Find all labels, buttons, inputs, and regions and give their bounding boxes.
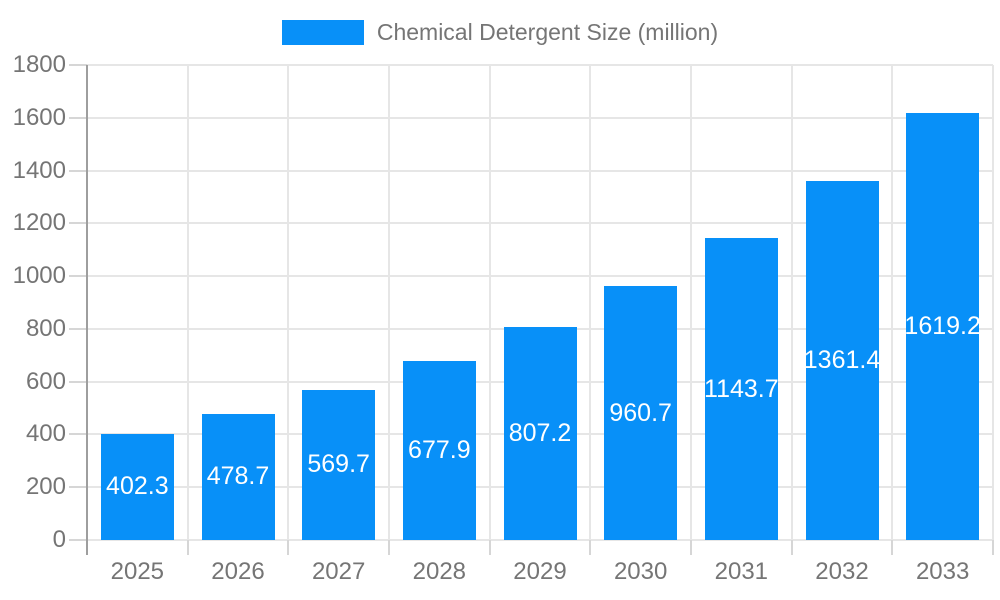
- bar[interactable]: 1143.7: [704, 238, 778, 540]
- bar-value-label: 1619.2: [906, 311, 980, 340]
- x-axis-label: 2025: [110, 558, 165, 585]
- bar[interactable]: 960.7: [604, 286, 678, 540]
- y-axis-tick: [69, 222, 87, 225]
- x-gridline: [690, 65, 692, 540]
- y-axis-label: 600: [25, 367, 66, 395]
- y-axis-label: 400: [25, 420, 66, 448]
- bar-value-label: 1143.7: [704, 374, 778, 403]
- x-axis-tick: [86, 540, 88, 555]
- y-axis-tick: [69, 275, 87, 278]
- x-axis-tick: [488, 540, 491, 555]
- x-axis-tick: [690, 540, 692, 555]
- y-axis-tick: [69, 169, 87, 172]
- y-gridline: [87, 539, 993, 541]
- legend-swatch-icon: [281, 20, 364, 45]
- legend: Chemical Detergent Size (million): [0, 19, 1000, 46]
- x-gridline: [488, 65, 491, 540]
- x-axis-tick: [388, 540, 390, 555]
- y-axis-tick: [69, 64, 87, 66]
- y-axis-tick: [69, 486, 87, 489]
- y-axis-tick: [69, 433, 87, 436]
- y-axis-label: 1000: [12, 262, 66, 290]
- bar[interactable]: 478.7: [201, 413, 275, 540]
- x-axis-tick: [287, 540, 290, 555]
- x-gridline: [992, 65, 994, 540]
- legend-label: Chemical Detergent Size (million): [376, 19, 719, 45]
- x-axis-label: 2027: [311, 558, 366, 585]
- bar[interactable]: 1619.2: [906, 112, 980, 540]
- x-axis-tick: [186, 540, 189, 555]
- x-gridline: [388, 65, 390, 540]
- y-axis-label: 1400: [12, 156, 66, 184]
- bar[interactable]: 1361.4: [805, 180, 879, 540]
- bar-value-label: 960.7: [609, 398, 672, 427]
- x-axis-label: 2028: [412, 558, 467, 585]
- y-gridline: [87, 222, 993, 225]
- y-axis-line: [86, 65, 88, 540]
- bar-value-label: 402.3: [106, 472, 169, 501]
- x-gridline: [589, 65, 592, 540]
- x-gridline: [186, 65, 189, 540]
- y-axis-label: 800: [25, 314, 66, 342]
- x-axis-tick: [589, 540, 592, 555]
- y-axis-label: 200: [25, 473, 66, 501]
- y-axis-label: 0: [52, 526, 66, 553]
- x-axis-label: 2030: [613, 558, 668, 585]
- y-axis-tick: [69, 539, 87, 541]
- y-axis-tick: [69, 327, 87, 330]
- y-gridline: [87, 169, 993, 172]
- y-gridline: [87, 64, 993, 66]
- x-gridline: [790, 65, 793, 540]
- y-axis-label: 1600: [12, 103, 66, 131]
- bar[interactable]: 677.9: [402, 361, 476, 540]
- x-axis-label: 2033: [915, 558, 970, 585]
- y-gridline: [87, 275, 993, 278]
- x-axis-tick: [992, 540, 994, 555]
- y-axis-tick: [69, 116, 87, 119]
- bar-value-label: 569.7: [307, 450, 370, 479]
- bar-value-label: 1361.4: [805, 345, 879, 374]
- y-gridline: [87, 116, 993, 119]
- x-gridline: [891, 65, 894, 540]
- y-axis-label: 1200: [12, 209, 66, 237]
- x-axis-label: 2029: [513, 558, 567, 585]
- x-axis-label: 2031: [714, 558, 769, 585]
- x-axis-label: 2026: [211, 558, 265, 585]
- x-axis-label: 2032: [815, 558, 869, 585]
- bar[interactable]: 402.3: [100, 433, 174, 540]
- x-axis-tick: [891, 540, 894, 555]
- y-axis-tick: [69, 380, 87, 383]
- bar-value-label: 478.7: [206, 462, 270, 491]
- bar[interactable]: 569.7: [302, 389, 376, 540]
- bar-value-label: 677.9: [408, 436, 471, 465]
- y-axis-label: 1800: [12, 51, 66, 78]
- x-axis-tick: [790, 540, 793, 555]
- legend-item[interactable]: Chemical Detergent Size (million): [281, 19, 719, 46]
- bar[interactable]: 807.2: [503, 326, 577, 540]
- x-gridline: [287, 65, 290, 540]
- bar-value-label: 807.2: [508, 418, 572, 447]
